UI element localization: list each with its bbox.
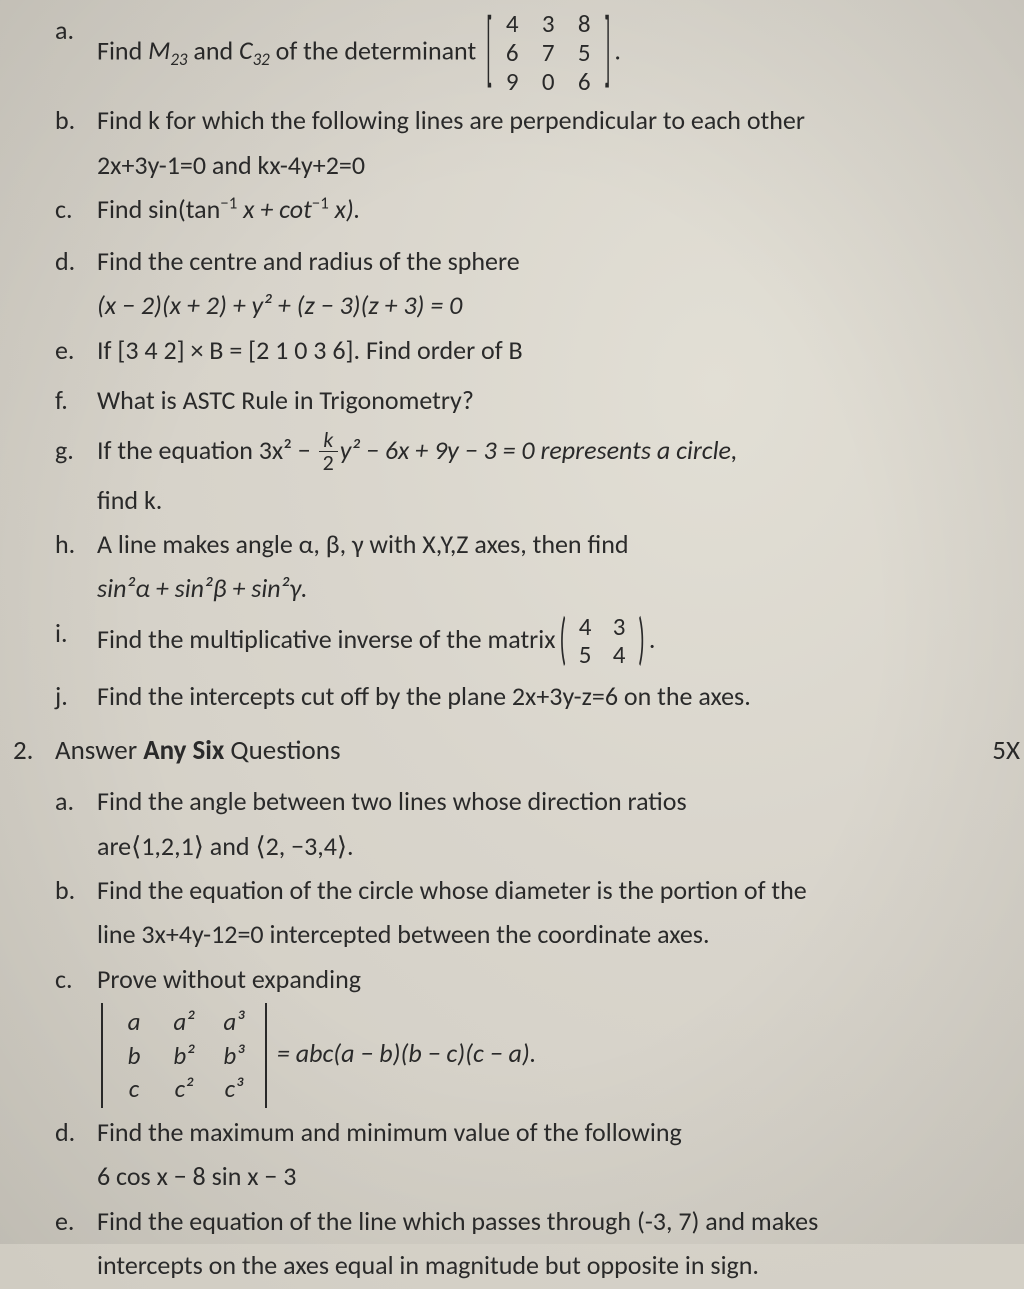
q-label: b. <box>55 870 97 910</box>
q1d: d. Find the centre and radius of the sph… <box>55 241 1024 281</box>
q1e: e. If [3 4 2] × B = [2 1 0 3 6]. Find or… <box>55 330 1024 370</box>
q1j: j. Find the intercepts cut off by the pl… <box>55 676 1024 716</box>
q-label: f. <box>55 380 97 420</box>
q-content: A line makes angle α, β, γ with X,Y,Z ax… <box>97 524 629 564</box>
q-label: a. <box>55 781 97 821</box>
marks: 5X <box>992 734 1020 767</box>
text: and <box>187 34 239 66</box>
text: of the determinant <box>270 34 476 66</box>
q-label: b. <box>55 100 97 140</box>
period: . <box>614 34 621 66</box>
q-content: Find the angle between two lines whose d… <box>97 781 687 821</box>
q-label: a. <box>55 10 97 50</box>
q-content: Find the equation of the circle whose di… <box>97 870 807 910</box>
q1h-line2: sin²α + sin²β + sin²γ. <box>97 568 1024 608</box>
q-label: d. <box>55 1112 97 1152</box>
q-content: Find the intercepts cut off by the plane… <box>97 676 751 716</box>
q1b-line2: 2x+3y-1=0 and kx-4y+2=0 <box>97 145 1024 185</box>
matrix-3x3: [ 438 675 906 ] <box>484 10 612 96</box>
q2e-line2: intercepts on the axes equal in magnitud… <box>97 1245 1024 1285</box>
rhs: = abc(a − b)(b − c)(c − a). <box>271 1037 536 1069</box>
q1i: i. Find the multiplicative inverse of th… <box>55 613 1024 671</box>
q2e: e. Find the equation of the line which p… <box>55 1201 1024 1241</box>
q-content: Find the multiplicative inverse of the m… <box>97 613 655 671</box>
q2b: b. Find the equation of the circle whose… <box>55 870 1024 910</box>
q-label: d. <box>55 241 97 281</box>
q1d-line2: (x − 2)(x + 2) + y² + (z − 3)(z + 3) = 0 <box>97 285 1024 325</box>
q-content: Find the centre and radius of the sphere <box>97 241 520 281</box>
fraction: k2 <box>319 429 338 474</box>
q2c-line2: aa²a³ bb²b³ cc²c³ = abc(a − b)(b − c)(c … <box>97 1003 1024 1108</box>
var: M23 <box>148 34 187 66</box>
matrix-2x2: ( 43 54 ) <box>557 613 646 671</box>
q-content: What is ASTC Rule in Trigonometry? <box>97 380 474 420</box>
q2a-line2: are⟨1,2,1⟩ and ⟨2, −3,4⟩. <box>97 826 1024 866</box>
determinant-3x3: aa²a³ bb²b³ cc²c³ <box>101 1003 267 1108</box>
text: Find <box>97 34 148 66</box>
q1g-line2: find k. <box>97 480 1024 520</box>
q-label: c. <box>55 959 97 999</box>
q1g: g. If the equation 3x² − k2y² − 6x + 9y … <box>55 430 1024 475</box>
q-label: i. <box>55 613 97 653</box>
q-content: Find the equation of the line which pass… <box>97 1201 818 1241</box>
q2a: a. Find the angle between two lines whos… <box>55 781 1024 821</box>
section-number: 2. <box>13 734 55 767</box>
q1a: a. Find M23 and C32 of the determinant [… <box>55 10 1024 96</box>
q2d-line2: 6 cos x − 8 sin x − 3 <box>97 1156 1024 1196</box>
q-content: Find k for which the following lines are… <box>97 100 805 140</box>
q-label: j. <box>55 676 97 716</box>
q-content: Find sin(tan−1 x + cot−1 x). <box>97 189 360 229</box>
var: C32 <box>239 34 270 66</box>
section-2-header: 2. Answer Any Six Questions 5X <box>55 734 1020 767</box>
q1h: h. A line makes angle α, β, γ with X,Y,Z… <box>55 524 1024 564</box>
q1b: b. Find k for which the following lines … <box>55 100 1024 140</box>
q-label: e. <box>55 330 97 370</box>
q2b-line2: line 3x+4y-12=0 intercepted between the … <box>97 914 1024 954</box>
q-content: If [3 4 2] × B = [2 1 0 3 6]. Find order… <box>97 330 523 370</box>
q-content: Find M23 and C32 of the determinant [ 43… <box>97 10 621 96</box>
q2d: d. Find the maximum and minimum value of… <box>55 1112 1024 1152</box>
q-content: Prove without expanding <box>97 959 361 999</box>
section-title: Answer Any Six Questions <box>55 734 341 767</box>
q-label: e. <box>55 1201 97 1241</box>
q2c: c. Prove without expanding <box>55 959 1024 999</box>
q-label: c. <box>55 189 97 229</box>
q1c: c. Find sin(tan−1 x + cot−1 x). <box>55 189 1024 229</box>
q-content: Find the maximum and minimum value of th… <box>97 1112 682 1152</box>
q1f: f. What is ASTC Rule in Trigonometry? <box>55 380 1024 420</box>
q-label: h. <box>55 524 97 564</box>
q-label: g. <box>55 430 97 470</box>
q-content: If the equation 3x² − k2y² − 6x + 9y − 3… <box>97 430 737 475</box>
